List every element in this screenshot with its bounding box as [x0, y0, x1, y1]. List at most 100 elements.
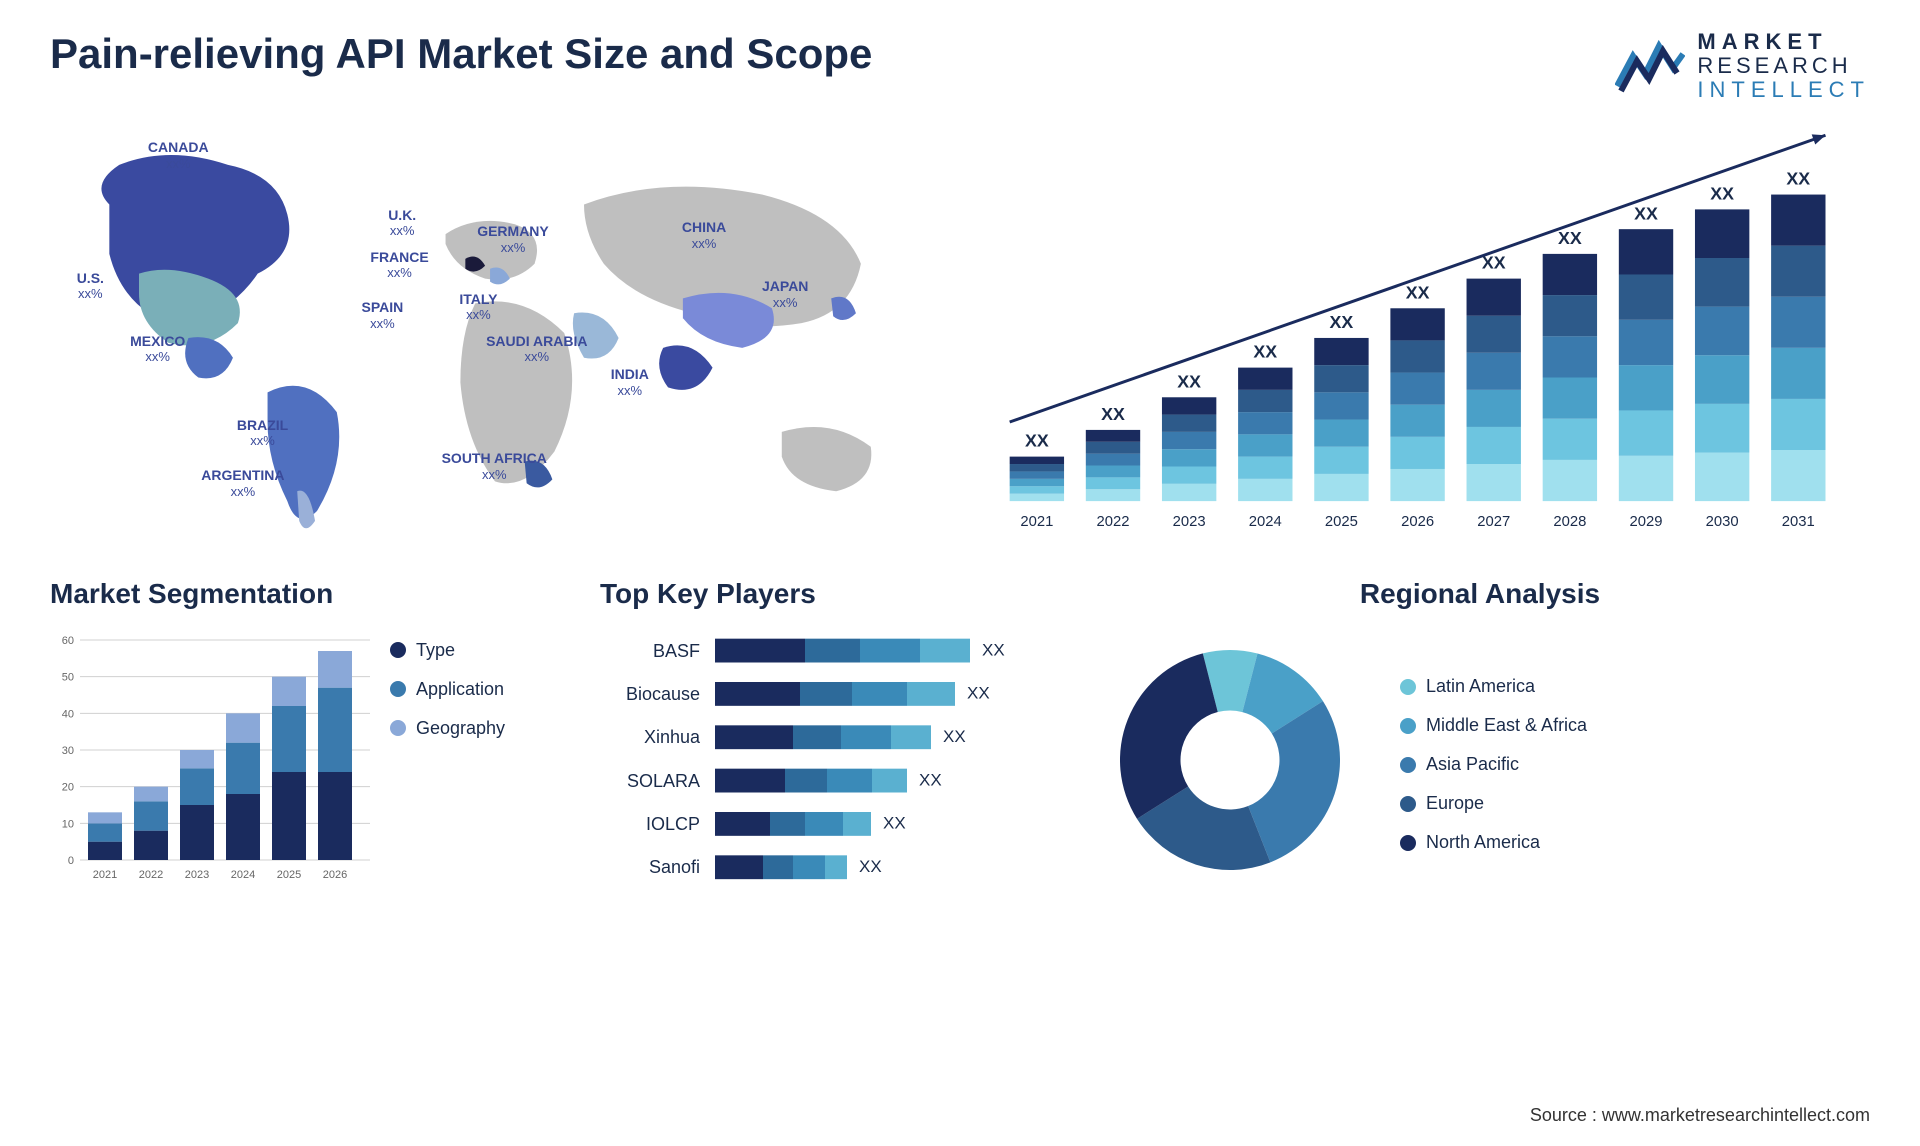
legend-label: Application [416, 679, 504, 700]
svg-text:XX: XX [1177, 371, 1201, 391]
svg-text:2028: 2028 [1553, 513, 1586, 529]
svg-text:2027: 2027 [1477, 513, 1510, 529]
svg-text:XX: XX [943, 727, 966, 746]
svg-text:2023: 2023 [185, 869, 209, 881]
svg-text:XX: XX [1558, 228, 1582, 248]
svg-text:XX: XX [919, 770, 942, 789]
header: Pain-relieving API Market Size and Scope… [50, 30, 1870, 103]
segmentation-title: Market Segmentation [50, 578, 570, 610]
map-country-label: FRANCExx% [370, 249, 428, 281]
player-name: BASF [600, 641, 700, 662]
world-map: CANADAxx%U.S.xx%MEXICOxx%BRAZILxx%ARGENT… [50, 123, 940, 543]
players-title: Top Key Players [600, 578, 1060, 610]
svg-text:XX: XX [1634, 203, 1658, 223]
logo-text-1: MARKET [1697, 30, 1870, 54]
legend-dot [390, 681, 406, 697]
svg-text:XX: XX [1786, 168, 1810, 188]
svg-text:XX: XX [1710, 183, 1734, 203]
svg-text:2030: 2030 [1706, 513, 1739, 529]
map-country-label: U.S.xx% [77, 270, 104, 302]
svg-text:2026: 2026 [323, 869, 347, 881]
svg-text:XX: XX [1406, 282, 1430, 302]
player-name: Xinhua [600, 727, 700, 748]
svg-text:2025: 2025 [277, 869, 301, 881]
map-country-label: CHINAxx% [682, 219, 726, 251]
legend-label: North America [1426, 832, 1540, 853]
player-name: IOLCP [600, 814, 700, 835]
svg-text:10: 10 [62, 818, 74, 830]
svg-text:30: 30 [62, 745, 74, 757]
players-panel: Top Key Players BASF Biocause Xinhua SOLARA… [600, 578, 1060, 890]
map-country-label: GERMANYxx% [477, 223, 549, 255]
player-labels: BASF Biocause Xinhua SOLARA IOLCP Sanofi [600, 630, 700, 890]
map-country-label: SOUTH AFRICAxx% [442, 450, 547, 482]
legend-item: Asia Pacific [1400, 754, 1587, 775]
svg-text:40: 40 [62, 708, 74, 720]
legend-item: Europe [1400, 793, 1587, 814]
legend-dot [1400, 718, 1416, 734]
regional-donut [1090, 630, 1370, 890]
svg-text:2029: 2029 [1630, 513, 1663, 529]
svg-text:2022: 2022 [139, 869, 163, 881]
map-country-label: INDIAxx% [611, 366, 649, 398]
top-section: CANADAxx%U.S.xx%MEXICOxx%BRAZILxx%ARGENT… [50, 123, 1870, 543]
source-text: Source : www.marketresearchintellect.com [1530, 1105, 1870, 1126]
map-country-label: ARGENTINAxx% [201, 467, 284, 499]
bottom-section: Market Segmentation 0 10 20 30 40 50 60 2021 202… [50, 578, 1870, 890]
legend-dot [1400, 835, 1416, 851]
regional-panel: Regional Analysis Latin America Middle Ea… [1090, 578, 1870, 890]
map-country-label: ITALYxx% [459, 291, 497, 323]
map-country-label: BRAZILxx% [237, 417, 288, 449]
segmentation-panel: Market Segmentation 0 10 20 30 40 50 60 2021 202… [50, 578, 570, 890]
logo-text-2: RESEARCH [1697, 54, 1870, 78]
legend-dot [390, 720, 406, 736]
legend-label: Geography [416, 718, 505, 739]
legend-item: Latin America [1400, 676, 1587, 697]
svg-text:0: 0 [68, 855, 74, 867]
legend-item: Middle East & Africa [1400, 715, 1587, 736]
segmentation-legend: Type Application Geography [390, 630, 505, 890]
main-growth-chart: XX2021XX2022XX2023XX2024XX2025XX2026XX20… [980, 123, 1870, 543]
player-name: Sanofi [600, 857, 700, 878]
regional-title: Regional Analysis [1090, 578, 1870, 610]
regional-legend: Latin America Middle East & Africa Asia Pa… [1400, 666, 1587, 853]
svg-text:2021: 2021 [93, 869, 117, 881]
legend-label: Asia Pacific [1426, 754, 1519, 775]
svg-text:2031: 2031 [1782, 513, 1815, 529]
logo-text-3: INTELLECT [1697, 78, 1870, 102]
svg-text:2021: 2021 [1020, 513, 1053, 529]
svg-text:2024: 2024 [1249, 513, 1282, 529]
svg-text:50: 50 [62, 671, 74, 683]
svg-text:XX: XX [883, 813, 906, 832]
svg-text:2025: 2025 [1325, 513, 1358, 529]
map-country-label: SAUDI ARABIAxx% [486, 333, 587, 365]
svg-text:20: 20 [62, 781, 74, 793]
legend-item: Application [390, 679, 505, 700]
legend-item: North America [1400, 832, 1587, 853]
main-chart-svg: XX2021XX2022XX2023XX2024XX2025XX2026XX20… [980, 123, 1870, 543]
svg-text:2023: 2023 [1173, 513, 1206, 529]
legend-item: Geography [390, 718, 505, 739]
svg-text:XX: XX [967, 683, 990, 702]
svg-text:XX: XX [1101, 404, 1125, 424]
legend-label: Type [416, 640, 455, 661]
legend-label: Latin America [1426, 676, 1535, 697]
svg-text:2024: 2024 [231, 869, 255, 881]
svg-text:2022: 2022 [1097, 513, 1130, 529]
map-country-label: CANADAxx% [148, 139, 209, 171]
svg-text:XX: XX [859, 857, 882, 876]
players-chart: XXXXXXXXXXXX [715, 630, 1055, 890]
svg-text:XX: XX [1253, 341, 1277, 361]
map-country-label: JAPANxx% [762, 278, 808, 310]
segmentation-chart: 0 10 20 30 40 50 60 2021 2022 2023 2024 2025 2026 [50, 630, 370, 890]
legend-dot [1400, 757, 1416, 773]
svg-text:XX: XX [1330, 312, 1354, 332]
svg-text:XX: XX [1025, 430, 1049, 450]
player-name: Biocause [600, 684, 700, 705]
legend-label: Europe [1426, 793, 1484, 814]
legend-item: Type [390, 640, 505, 661]
map-country-label: U.K.xx% [388, 207, 416, 239]
svg-text:60: 60 [62, 635, 74, 647]
player-name: SOLARA [600, 771, 700, 792]
brand-logo: MARKET RESEARCH INTELLECT [1615, 30, 1870, 103]
